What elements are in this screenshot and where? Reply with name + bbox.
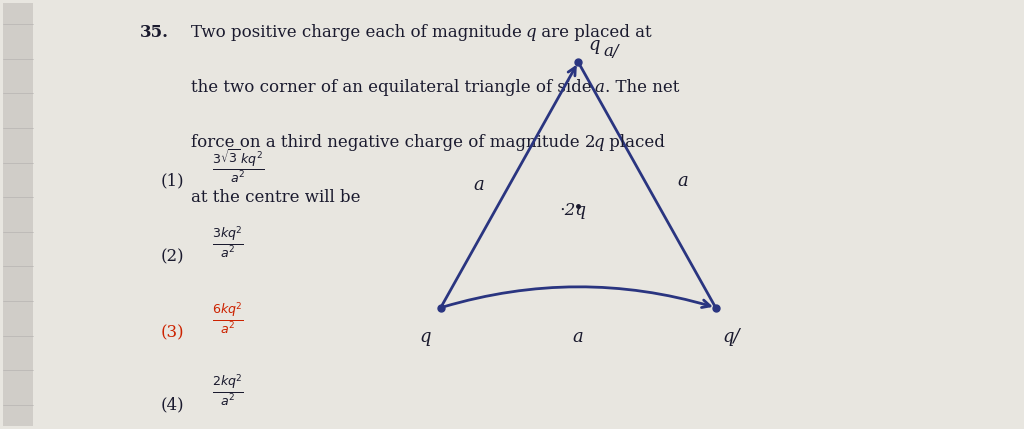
Text: a: a — [473, 176, 484, 194]
Text: $\frac{3kq^2}{a^2}$: $\frac{3kq^2}{a^2}$ — [212, 225, 244, 261]
Text: a/: a/ — [604, 43, 620, 60]
Text: . The net: . The net — [605, 79, 679, 96]
Bar — [3, 3, 34, 426]
Text: q: q — [589, 36, 600, 54]
Text: a: a — [677, 172, 688, 190]
Text: a: a — [595, 79, 605, 96]
Text: force on a third negative charge of magnitude 2: force on a third negative charge of magn… — [191, 134, 596, 151]
Text: are placed at: are placed at — [536, 24, 651, 41]
Text: (1): (1) — [161, 172, 184, 189]
Text: a: a — [572, 328, 584, 346]
Text: the two corner of an equilateral triangle of side: the two corner of an equilateral triangl… — [191, 79, 597, 96]
Text: q/: q/ — [722, 328, 739, 346]
Text: placed: placed — [604, 134, 665, 151]
Text: $\frac{3\sqrt{3}\,kq^2}{a^2}$: $\frac{3\sqrt{3}\,kq^2}{a^2}$ — [212, 147, 264, 185]
Text: $\frac{6kq^2}{a^2}$: $\frac{6kq^2}{a^2}$ — [212, 301, 244, 337]
Text: (3): (3) — [161, 324, 184, 341]
Text: q: q — [594, 134, 604, 151]
Text: ⋅2q: ⋅2q — [559, 202, 587, 219]
Text: q: q — [525, 24, 537, 41]
Text: (4): (4) — [161, 396, 184, 414]
Text: at the centre will be: at the centre will be — [191, 189, 360, 206]
Text: Two positive charge each of magnitude: Two positive charge each of magnitude — [191, 24, 527, 41]
Text: (2): (2) — [161, 248, 184, 265]
Text: $\frac{2kq^2}{a^2}$: $\frac{2kq^2}{a^2}$ — [212, 373, 244, 409]
Text: 35.: 35. — [140, 24, 169, 41]
Text: q: q — [420, 328, 431, 346]
